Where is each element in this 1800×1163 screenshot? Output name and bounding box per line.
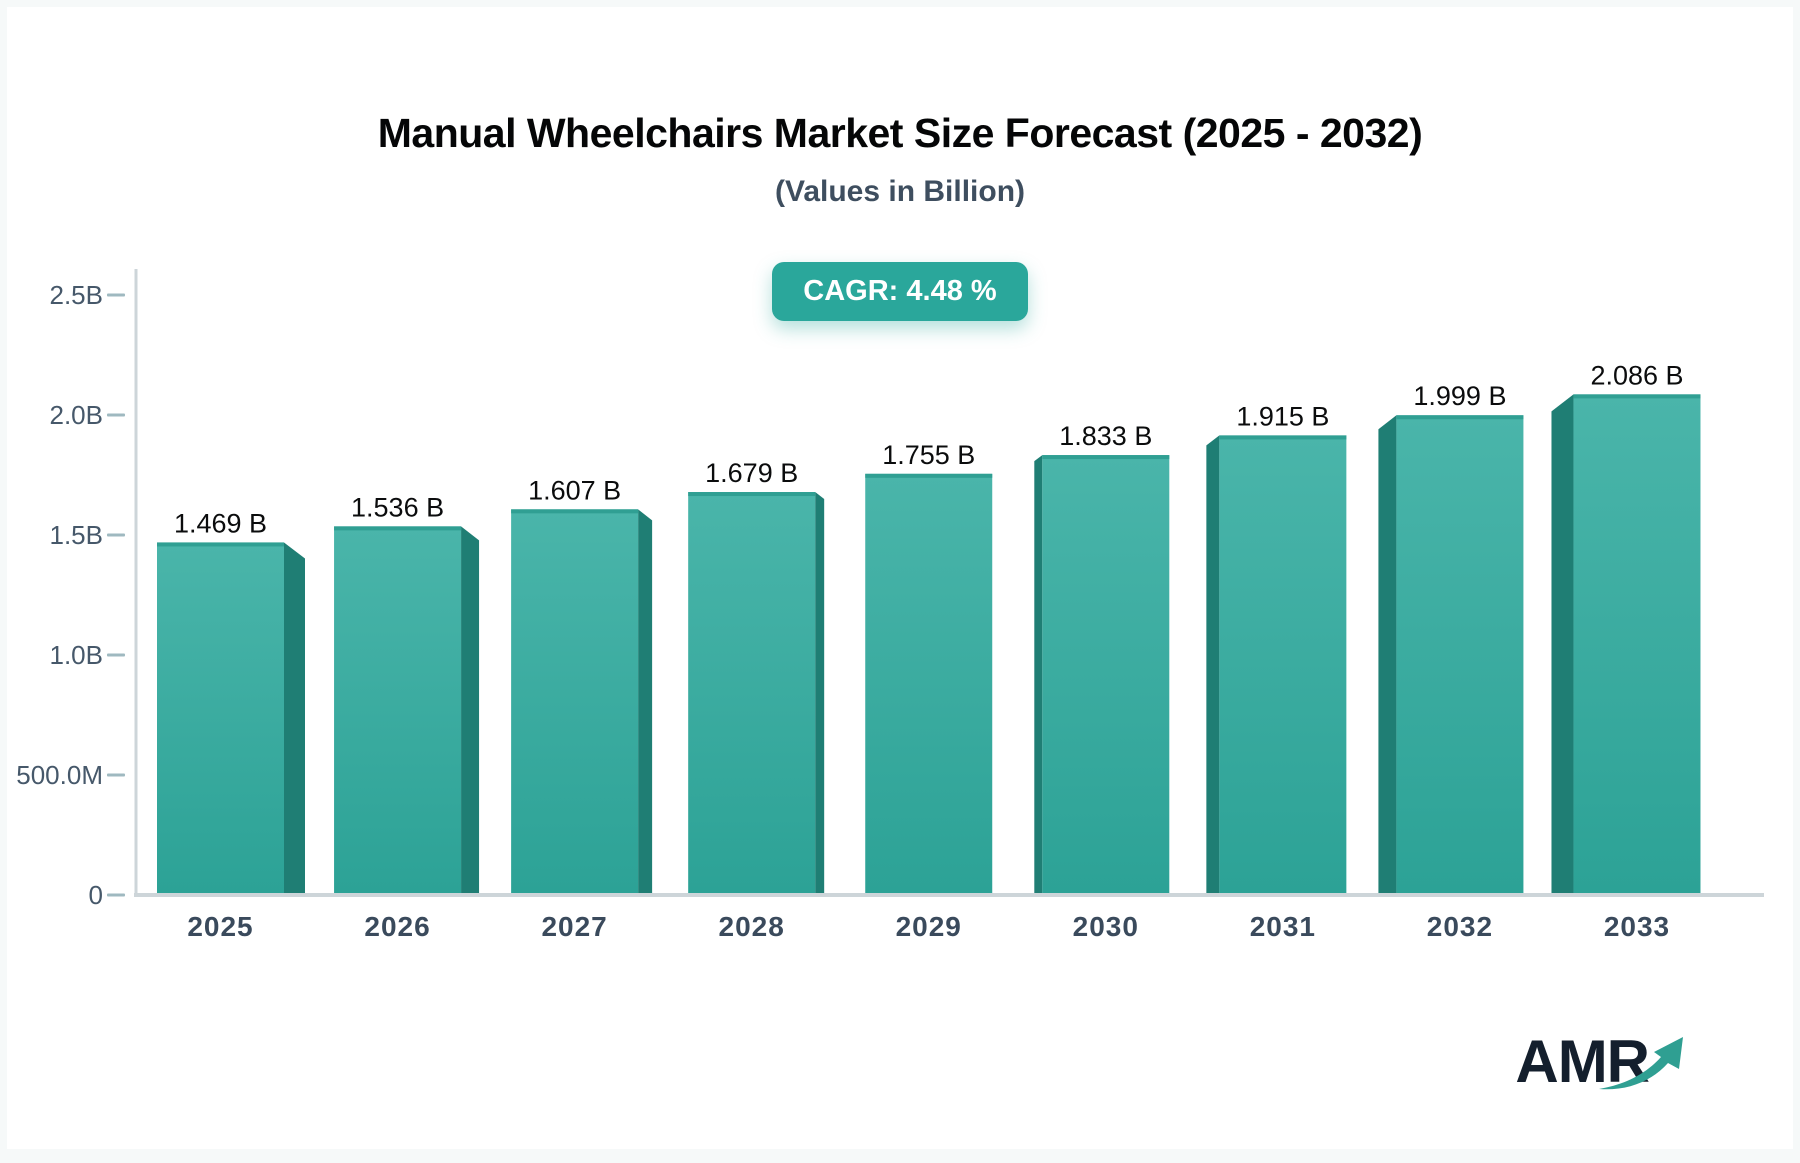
- chart-title: Manual Wheelchairs Market Size Forecast …: [377, 110, 1423, 156]
- bar-side-face: [284, 542, 305, 895]
- bar-side-face: [1378, 415, 1397, 895]
- bar-side-face: [1551, 394, 1574, 895]
- bar-top-edge: [1219, 435, 1347, 440]
- y-tick-label: 1.5B: [50, 520, 104, 550]
- chart-subtitle: (Values in Billion): [774, 175, 1026, 208]
- y-tick-mark: [107, 413, 125, 417]
- x-tick-label: 2026: [364, 911, 430, 942]
- amr-logo: AMR: [1515, 1027, 1683, 1097]
- bar-chart: 0 500.0M 1.0B 1.5B 2.0B 2.5B 1.469 B 2025 1.536 …: [16, 269, 1764, 942]
- cagr-badge: CAGR: 4.48 %: [772, 262, 1028, 321]
- bar-value-label: 1.999 B: [1413, 381, 1506, 411]
- cagr-badge-wrap: CAGR: 4.48 %: [7, 262, 1793, 321]
- bar[interactable]: [511, 509, 639, 895]
- bar-top-edge: [157, 542, 284, 547]
- bar[interactable]: [1396, 415, 1524, 895]
- x-tick-label: 2033: [1604, 911, 1670, 942]
- bar-value-label: 1.536 B: [351, 492, 444, 522]
- bar[interactable]: [865, 473, 993, 895]
- chart-card: Manual Wheelchairs Market Size Forecast …: [7, 7, 1793, 1149]
- bar-side-face: [1206, 435, 1220, 895]
- bar-side-face: [815, 492, 825, 895]
- bar-side-face: [638, 509, 653, 895]
- y-tick-mark: [107, 893, 125, 897]
- bar-top-edge: [1042, 455, 1170, 460]
- bar-value-label: 1.755 B: [882, 440, 975, 470]
- x-tick-label: 2032: [1427, 911, 1493, 942]
- y-tick-label: 0: [89, 880, 103, 910]
- bar[interactable]: [1042, 455, 1170, 895]
- bar-side-face: [1034, 455, 1043, 895]
- x-tick-label: 2031: [1250, 911, 1316, 942]
- bar-value-label: 1.607 B: [528, 475, 621, 505]
- bar-top-edge: [1573, 394, 1701, 399]
- x-tick-label: 2029: [896, 911, 962, 942]
- bar-value-label: 1.469 B: [174, 508, 267, 538]
- bar-value-label: 1.833 B: [1059, 421, 1152, 451]
- bar-value-label: 1.915 B: [1236, 401, 1329, 431]
- bar-top-edge: [511, 509, 639, 514]
- bar[interactable]: [157, 542, 284, 895]
- y-axis-line: [134, 269, 138, 897]
- y-tick-label: 500.0M: [16, 760, 103, 790]
- bar[interactable]: [1219, 435, 1347, 895]
- y-tick-mark: [107, 533, 125, 537]
- x-axis-line: [134, 893, 1764, 897]
- bar-side-face: [461, 526, 480, 895]
- x-tick-label: 2025: [187, 911, 253, 942]
- x-tick-label: 2030: [1073, 911, 1139, 942]
- bar-top-edge: [865, 473, 993, 478]
- growth-arrow-icon: [1599, 1037, 1683, 1090]
- bar[interactable]: [334, 526, 462, 895]
- x-tick-label: 2027: [541, 911, 607, 942]
- bar-value-label: 1.679 B: [705, 458, 798, 488]
- y-tick-label: 1.0B: [50, 640, 104, 670]
- y-tick-label: 2.5B: [50, 280, 104, 310]
- y-tick-label: 2.0B: [50, 400, 104, 430]
- bar[interactable]: [688, 492, 816, 895]
- y-tick-mark: [107, 773, 125, 777]
- bar-top-edge: [688, 492, 816, 497]
- y-tick-mark: [107, 293, 125, 297]
- bar[interactable]: [1573, 394, 1701, 895]
- y-tick-mark: [107, 653, 125, 657]
- bar-value-label: 2.086 B: [1590, 360, 1683, 390]
- bar-top-edge: [1396, 415, 1524, 420]
- bar-top-edge: [334, 526, 462, 531]
- x-tick-label: 2028: [719, 911, 785, 942]
